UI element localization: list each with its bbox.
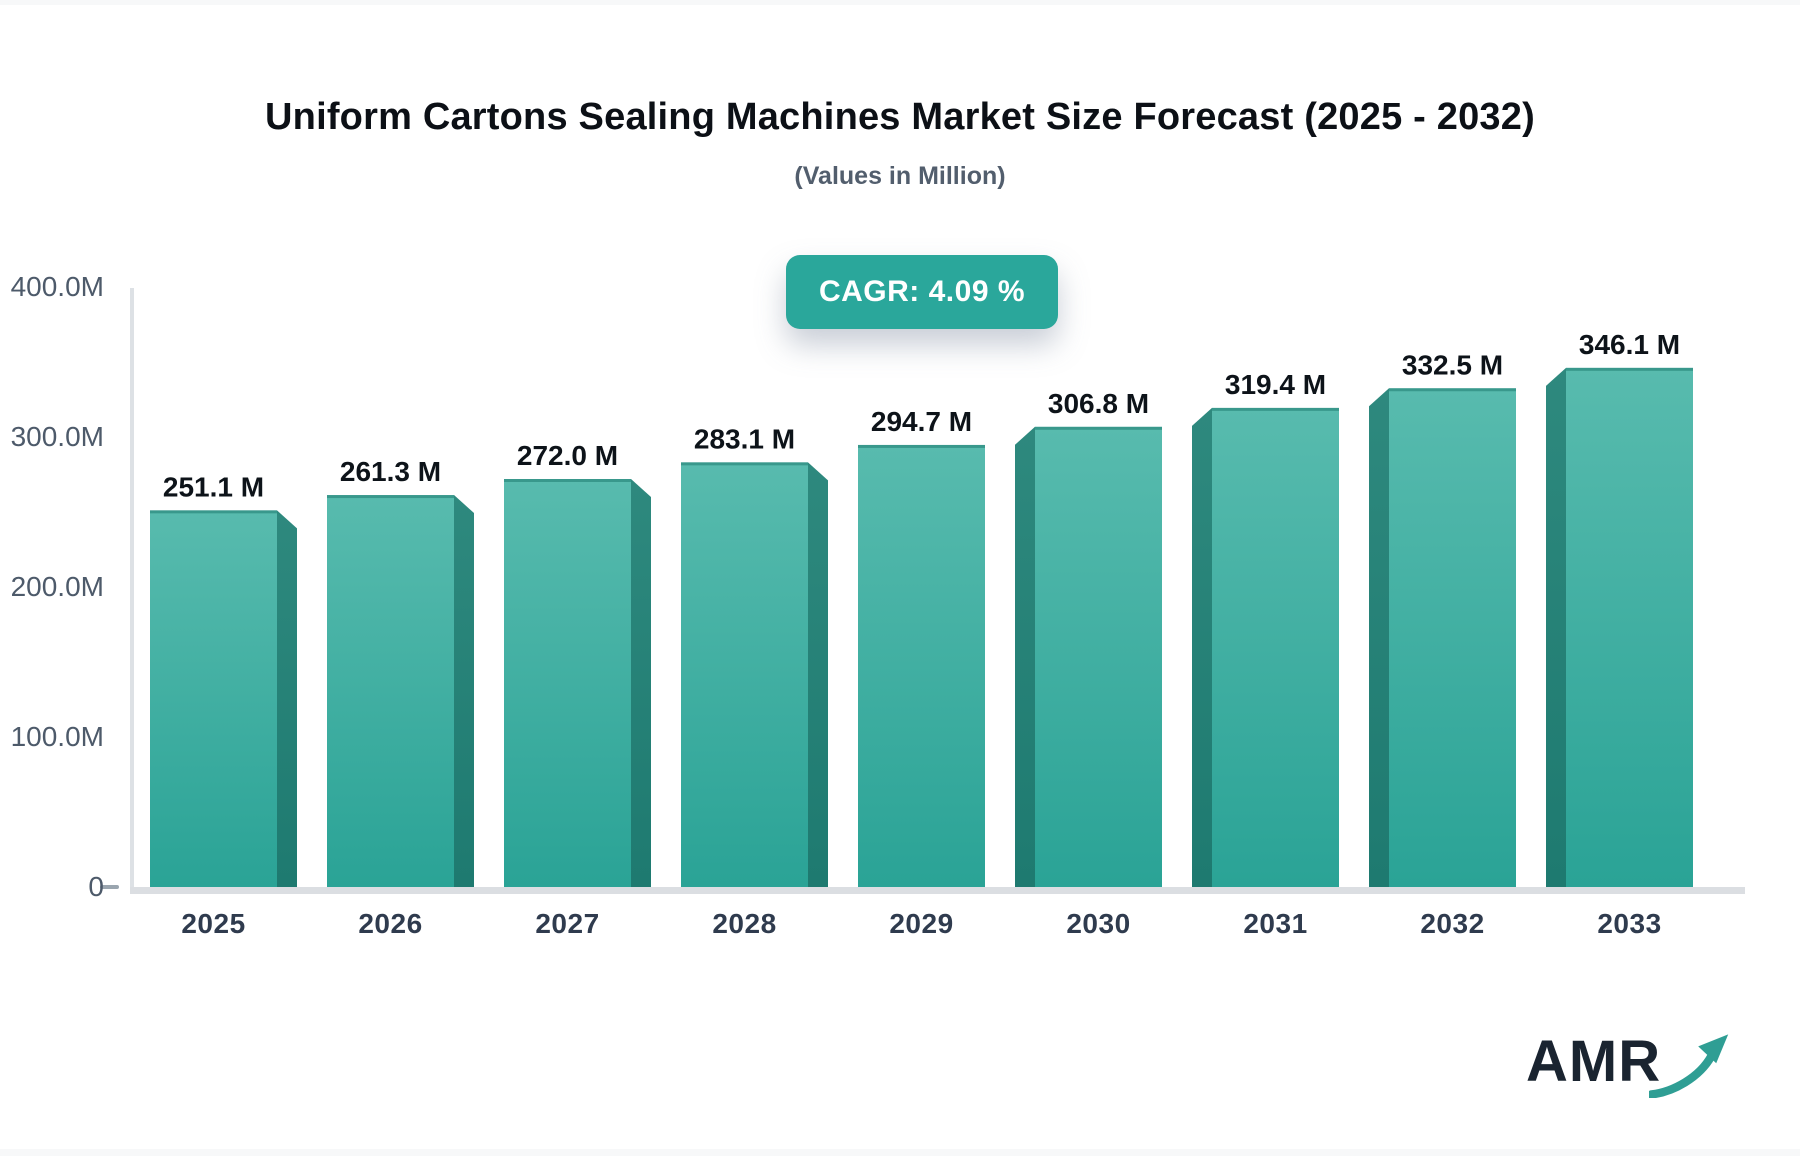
- bar-top-edge: [1035, 426, 1162, 430]
- bar-value-label: 283.1 M: [694, 423, 795, 454]
- bar-2033: 346.1 M: [1546, 329, 1693, 887]
- plot-area: 251.1 M 261.3 M 272.0 M 283.1 M 294.7 M 306.8…: [11, 271, 1745, 939]
- bar-side-face: [1015, 426, 1035, 887]
- bar-face: [327, 495, 454, 887]
- bars-svg: 251.1 M 261.3 M 272.0 M 283.1 M 294.7 M 306.8…: [150, 329, 1693, 887]
- y-tick-label: 0: [88, 871, 104, 902]
- x-tick-label-2030: 2030: [1066, 908, 1131, 939]
- bar-value-label: 319.4 M: [1225, 369, 1326, 400]
- y-tick-label: 300.0M: [10, 421, 104, 452]
- x-tick-label-2027: 2027: [535, 908, 600, 939]
- y-axis-line: [130, 288, 134, 894]
- bar-value-label: 346.1 M: [1579, 329, 1680, 360]
- bar-top-edge: [681, 462, 808, 466]
- y-tick-label: 200.0M: [10, 571, 104, 602]
- bar-face: [858, 444, 985, 887]
- bar-face: [1212, 407, 1339, 887]
- chart-subtitle: (Values in Million): [794, 162, 1006, 190]
- bar-2032: 332.5 M: [1369, 349, 1516, 887]
- bar-top-edge: [327, 495, 454, 499]
- y-tick-label: 100.0M: [10, 721, 104, 752]
- bar-2029: 294.7 M: [858, 406, 985, 887]
- bar-top-edge: [504, 479, 631, 482]
- bar-top-edge: [1566, 367, 1693, 371]
- bar-2028: 283.1 M: [681, 423, 828, 887]
- bar-face: [504, 479, 631, 887]
- zero-tick-mark: [100, 885, 119, 889]
- bottom-edge-strip: [0, 1149, 1800, 1156]
- x-tick-label-2032: 2032: [1420, 908, 1485, 939]
- bar-top-edge: [150, 510, 277, 514]
- bar-side-face: [1546, 367, 1566, 887]
- amr-logo: AMR: [1526, 1030, 1733, 1098]
- x-tick-label-2031: 2031: [1243, 908, 1308, 939]
- bar-side-face: [277, 510, 297, 887]
- bar-face: [1566, 367, 1693, 887]
- bar-2031: 319.4 M: [1192, 369, 1339, 887]
- bar-side-face: [454, 495, 474, 887]
- bar-face: [1035, 426, 1162, 887]
- bar-top-edge: [1212, 407, 1339, 411]
- bar-value-label: 306.8 M: [1048, 388, 1149, 419]
- x-axis-baseline: [130, 887, 1745, 894]
- bar-face: [681, 462, 808, 887]
- bar-2027: 272.0 M: [504, 440, 651, 887]
- bar-value-label: 272.0 M: [517, 440, 618, 471]
- logo-text: AMR: [1526, 1029, 1662, 1094]
- logo-arrow-icon: [1649, 1034, 1729, 1098]
- bar-value-label: 251.1 M: [163, 471, 264, 502]
- bars-group: 251.1 M 261.3 M 272.0 M 283.1 M 294.7 M 306.8…: [150, 329, 1693, 887]
- cagr-badge: CAGR: 4.09 %: [786, 255, 1058, 329]
- bar-2026: 261.3 M: [327, 456, 474, 887]
- bar-side-face: [808, 462, 828, 887]
- x-tick-label-2028: 2028: [712, 908, 777, 939]
- bar-face: [150, 510, 277, 887]
- bar-value-label: 294.7 M: [871, 406, 972, 437]
- x-tick-label-2033: 2033: [1597, 908, 1662, 939]
- bar-value-label: 332.5 M: [1402, 349, 1503, 380]
- bar-side-face: [631, 479, 651, 887]
- x-tick-label-2026: 2026: [358, 908, 423, 939]
- x-tick-label-2025: 2025: [181, 908, 246, 939]
- y-tick-label: 400.0M: [10, 271, 104, 302]
- cagr-badge-label: CAGR: 4.09 %: [818, 275, 1026, 308]
- bar-2030: 306.8 M: [1015, 388, 1162, 887]
- x-tick-label-2029: 2029: [889, 908, 954, 939]
- bar-top-edge: [858, 444, 985, 448]
- bar-2025: 251.1 M: [150, 471, 297, 887]
- chart-title: Uniform Cartons Sealing Machines Market …: [265, 96, 1535, 138]
- bar-top-edge: [1389, 388, 1516, 392]
- bar-value-label: 261.3 M: [340, 456, 441, 487]
- top-edge-strip: [0, 0, 1800, 5]
- bar-face: [1389, 388, 1516, 887]
- bar-side-face: [1369, 388, 1389, 887]
- bar-side-face: [1192, 407, 1212, 887]
